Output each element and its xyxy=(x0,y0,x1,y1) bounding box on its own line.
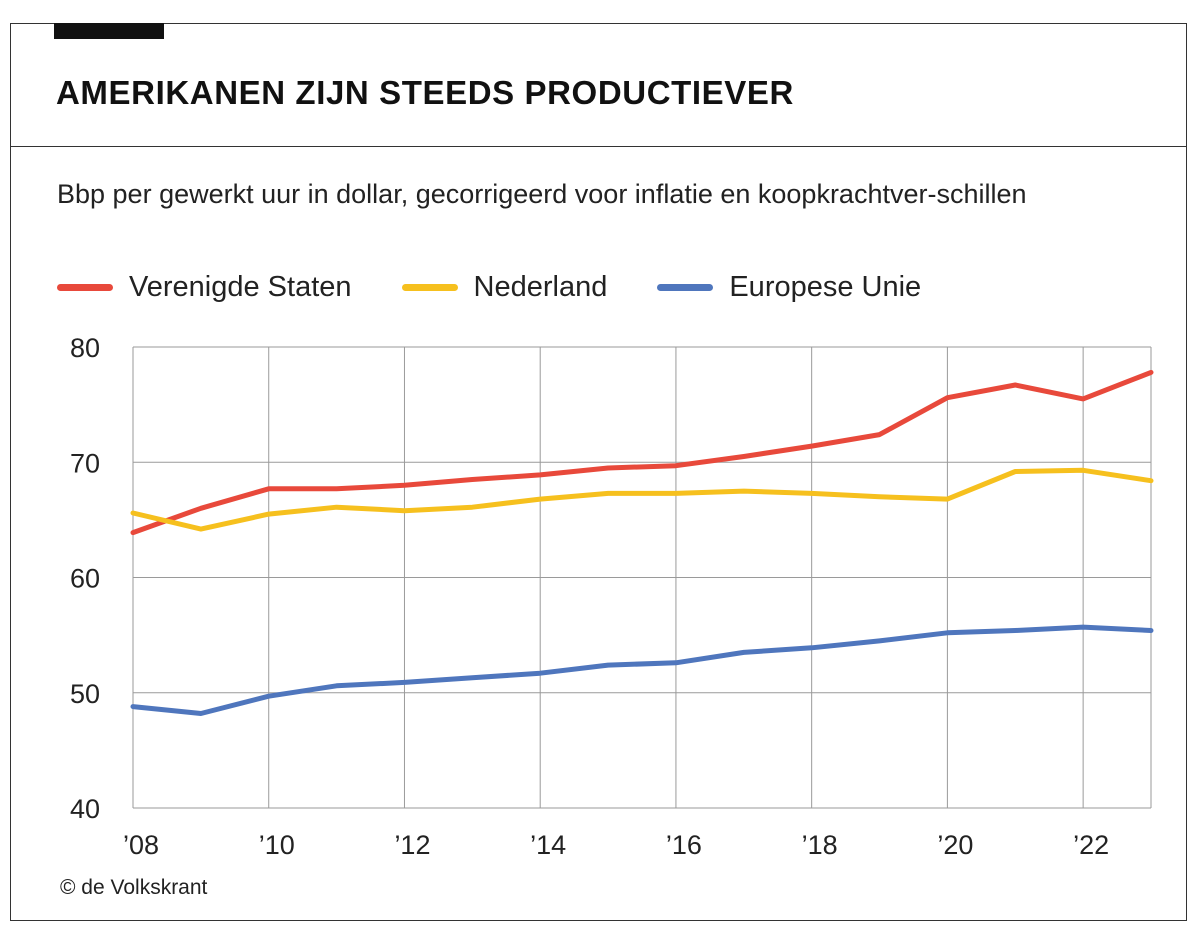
chart-frame xyxy=(10,23,1187,921)
chart-subtitle: Bbp per gewerkt uur in dollar, gecorrige… xyxy=(57,179,1027,209)
legend-swatch-verenigde-staten xyxy=(57,283,113,291)
x-tick-label-2018: ’18 xyxy=(802,830,838,860)
y-tick-label-80: 80 xyxy=(70,333,100,363)
legend-label-nederland: Nederland xyxy=(473,270,608,303)
x-tick-label-2012: ’12 xyxy=(394,830,430,860)
grid-layer xyxy=(132,346,1152,809)
series-line-europese-unie xyxy=(130,624,1154,716)
x-tick-label-2020: ’20 xyxy=(937,830,973,860)
legend-item-nederland: Nederland xyxy=(401,270,608,304)
x-tick-label-2010: ’10 xyxy=(259,830,295,860)
legend-item-europese-unie: Europese Unie xyxy=(657,271,921,304)
y-tick-label-40: 40 xyxy=(70,794,100,824)
y-tick-label-70: 70 xyxy=(70,448,100,478)
accent-bar xyxy=(54,23,164,39)
axis-labels-layer: 40 50 60 70 80 ’08 ’10 ’12 ’14 ’16 ’18 ’20 ’22 xyxy=(70,333,1109,860)
series-line-nederland xyxy=(130,467,1154,532)
x-tick-label-2008: ’08 xyxy=(123,830,159,860)
legend-swatch-europese-unie xyxy=(657,283,714,291)
legend: Verenigde Staten Nederland Europese Unie xyxy=(57,268,971,306)
legend-label-verenigde-staten: Verenigde Staten xyxy=(129,270,352,303)
y-tick-label-50: 50 xyxy=(70,679,100,709)
legend-swatch-nederland xyxy=(401,283,458,291)
legend-label-europese-unie: Europese Unie xyxy=(729,270,922,303)
x-tick-label-2014: ’14 xyxy=(530,830,566,860)
y-tick-label-60: 60 xyxy=(70,564,100,594)
series-line-verenigde-staten xyxy=(130,369,1154,536)
x-tick-label-2016: ’16 xyxy=(666,830,702,860)
x-tick-label-2022: ’22 xyxy=(1073,830,1109,860)
series-layer xyxy=(130,369,1154,716)
legend-item-verenigde-staten: Verenigde Staten xyxy=(57,271,352,304)
chart-title: AMERIKANEN ZIJN STEEDS PRODUCTIEVER xyxy=(56,74,794,111)
title-divider xyxy=(10,146,1187,147)
credit-text: © de Volkskrant xyxy=(60,876,208,899)
